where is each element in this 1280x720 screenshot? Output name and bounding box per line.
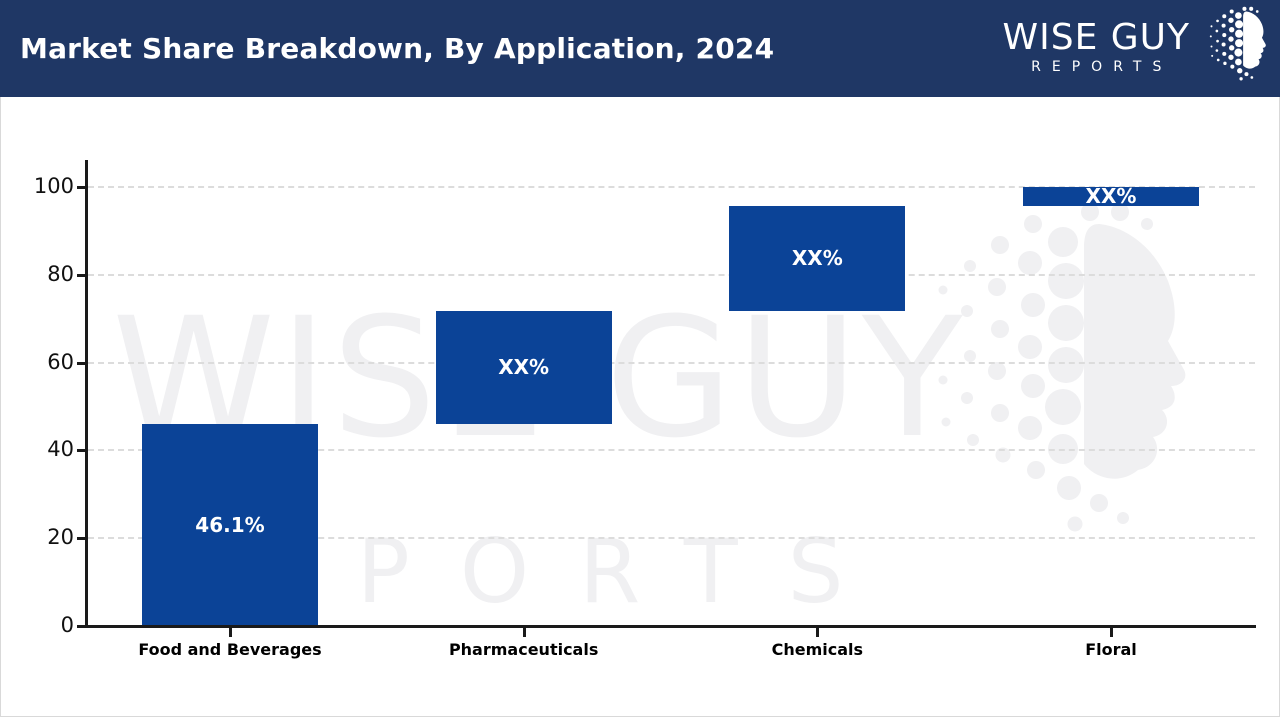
y-axis-tick: [77, 537, 86, 541]
bar-value-label: XX%: [791, 246, 843, 271]
chart-title: Market Share Breakdown, By Application, …: [20, 32, 775, 65]
bar-value-label: XX%: [1085, 184, 1137, 209]
x-axis-line: [85, 625, 1256, 628]
x-axis-tick: [229, 628, 232, 637]
bar-floral: XX%: [1023, 184, 1199, 209]
bar-value-label: 46.1%: [195, 512, 265, 537]
y-axis-tick-label: 20: [47, 525, 74, 550]
y-axis-tick: [77, 361, 86, 365]
category-label: Pharmaceuticals: [448, 640, 599, 659]
logo-reports-label: REPORTS: [1031, 59, 1173, 75]
y-axis-tick: [77, 625, 86, 628]
watermark-head-profile-icon: [935, 203, 1186, 532]
y-axis-tick-label: 100: [33, 174, 74, 198]
logo-text: WISE GUY REPORTS: [1002, 17, 1191, 76]
gridline-100: [88, 186, 1255, 188]
y-axis-tick-label: 40: [47, 437, 74, 462]
category-label: Chemicals: [771, 640, 864, 659]
logo-head-profile-icon: [1209, 6, 1266, 81]
bar-food-and-beverages: 46.1%: [142, 423, 318, 626]
y-axis-tick: [77, 273, 86, 277]
y-axis-tick: [77, 449, 86, 453]
category-label: Floral: [1085, 640, 1137, 659]
gridline-40: [88, 449, 1255, 452]
gridline-60: [88, 361, 1255, 364]
category-label: Food and Beverages: [138, 640, 322, 659]
bar-chemicals: XX%: [729, 205, 906, 311]
y-axis-tick-label: 0: [60, 613, 74, 637]
y-axis-tick: [77, 186, 86, 189]
x-axis-tick: [816, 628, 820, 637]
y-axis-line: [85, 160, 88, 628]
gridline-80: [88, 273, 1255, 276]
x-axis-tick: [1110, 628, 1113, 637]
logo-wise-guy-label: WISE GUY: [1002, 17, 1190, 58]
y-axis-tick-label: 60: [47, 349, 74, 374]
wise-guy-reports-logo: WISE GUY REPORTS: [1003, 6, 1269, 87]
y-axis-tick-label: 80: [47, 261, 74, 286]
header-bar: Market Share Breakdown, By Application, …: [0, 0, 1280, 97]
bar-value-label: XX%: [498, 355, 550, 380]
x-axis-tick: [522, 628, 526, 637]
bar-pharmaceuticals: XX%: [435, 310, 612, 424]
gridline-20: [88, 537, 1255, 540]
